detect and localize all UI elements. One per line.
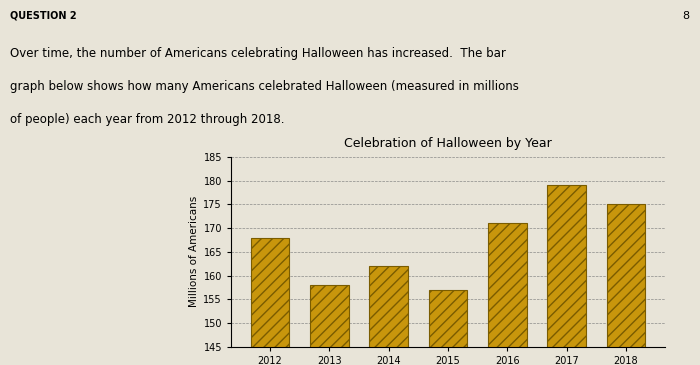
Text: graph below shows how many Americans celebrated Halloween (measured in millions: graph below shows how many Americans cel… (10, 80, 519, 93)
Text: of people) each year from 2012 through 2018.: of people) each year from 2012 through 2… (10, 113, 285, 126)
Y-axis label: Millions of Americans: Millions of Americans (189, 196, 199, 307)
Text: Celebration of Halloween by Year: Celebration of Halloween by Year (344, 137, 552, 150)
Bar (310, 285, 349, 365)
Text: 8: 8 (682, 11, 690, 21)
Bar (428, 290, 468, 365)
Bar (547, 185, 586, 365)
Text: QUESTION 2: QUESTION 2 (10, 11, 77, 21)
Bar (370, 266, 408, 365)
Bar (251, 238, 289, 365)
Bar (488, 223, 526, 365)
Bar (607, 204, 645, 365)
Text: Over time, the number of Americans celebrating Halloween has increased.  The bar: Over time, the number of Americans celeb… (10, 47, 506, 61)
